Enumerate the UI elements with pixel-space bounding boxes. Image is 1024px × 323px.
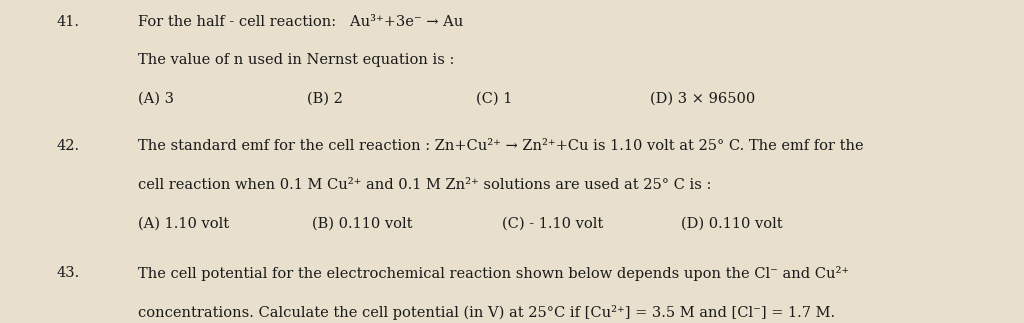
Text: 41.: 41.	[56, 15, 79, 28]
Text: The cell potential for the electrochemical reaction shown below depends upon the: The cell potential for the electrochemic…	[138, 266, 849, 281]
Text: cell reaction when 0.1 M Cu²⁺ and 0.1 M Zn²⁺ solutions are used at 25° C is :: cell reaction when 0.1 M Cu²⁺ and 0.1 M …	[138, 178, 712, 192]
Text: For the half - cell reaction:   Au³⁺+3e⁻ → Au: For the half - cell reaction: Au³⁺+3e⁻ →…	[138, 15, 464, 28]
Text: (D) 3 × 96500: (D) 3 × 96500	[650, 92, 756, 106]
Text: (A) 3: (A) 3	[138, 92, 174, 106]
Text: 42.: 42.	[56, 139, 80, 153]
Text: (B) 2: (B) 2	[307, 92, 343, 106]
Text: (C) 1: (C) 1	[476, 92, 513, 106]
Text: (C) - 1.10 volt: (C) - 1.10 volt	[502, 216, 603, 230]
Text: 43.: 43.	[56, 266, 80, 280]
Text: concentrations. Calculate the cell potential (in V) at 25°C if [Cu²⁺] = 3.5 M an: concentrations. Calculate the cell poten…	[138, 305, 836, 320]
Text: The value of n used in Nernst equation is :: The value of n used in Nernst equation i…	[138, 53, 455, 67]
Text: (A) 1.10 volt: (A) 1.10 volt	[138, 216, 229, 230]
Text: The standard emf for the cell reaction : Zn+Cu²⁺ → Zn²⁺+Cu is 1.10 volt at 25° C: The standard emf for the cell reaction :…	[138, 139, 864, 153]
Text: (B) 0.110 volt: (B) 0.110 volt	[312, 216, 413, 230]
Text: (D) 0.110 volt: (D) 0.110 volt	[681, 216, 782, 230]
